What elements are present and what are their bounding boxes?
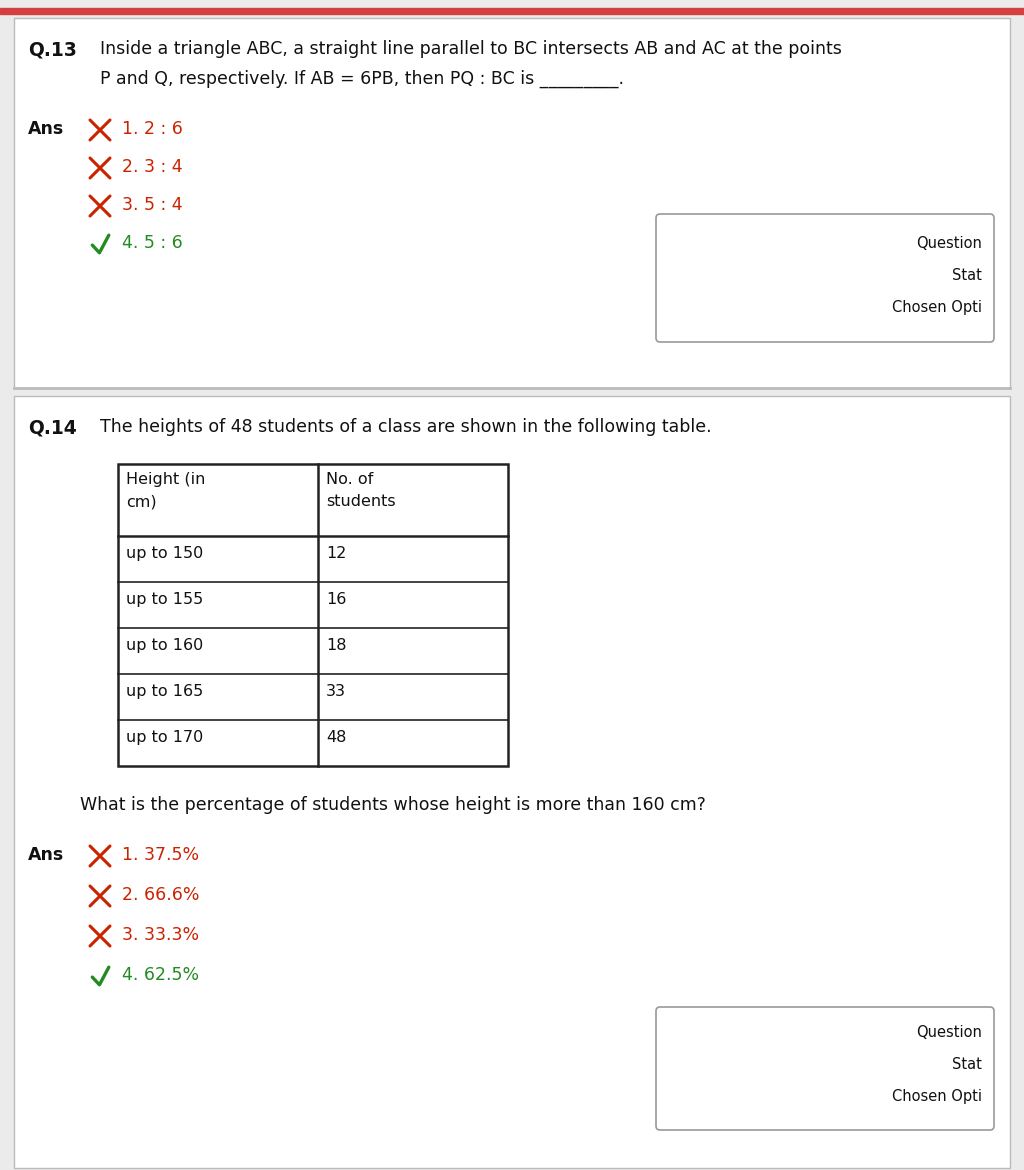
Text: Question: Question xyxy=(916,236,982,252)
Text: 48: 48 xyxy=(326,730,346,745)
Text: 33: 33 xyxy=(326,684,346,698)
Bar xyxy=(118,464,508,766)
Text: up to 170: up to 170 xyxy=(126,730,203,745)
FancyBboxPatch shape xyxy=(656,1007,994,1130)
Text: up to 165: up to 165 xyxy=(126,684,203,698)
Text: Chosen Opti: Chosen Opti xyxy=(892,1089,982,1104)
Text: Stat: Stat xyxy=(952,268,982,283)
Text: What is the percentage of students whose height is more than 160 cm?: What is the percentage of students whose… xyxy=(80,796,706,814)
Text: 1. 37.5%: 1. 37.5% xyxy=(122,846,199,863)
Text: up to 160: up to 160 xyxy=(126,638,203,653)
Text: Height (in
cm): Height (in cm) xyxy=(126,472,206,509)
Text: Ans: Ans xyxy=(28,121,65,138)
Text: 12: 12 xyxy=(326,546,346,560)
FancyBboxPatch shape xyxy=(656,214,994,342)
Text: 16: 16 xyxy=(326,592,346,607)
Text: 3. 5 : 4: 3. 5 : 4 xyxy=(122,197,182,214)
Text: Chosen Opti: Chosen Opti xyxy=(892,300,982,315)
Text: Q.14: Q.14 xyxy=(28,418,77,438)
Bar xyxy=(0,8,1024,14)
Text: 2. 3 : 4: 2. 3 : 4 xyxy=(122,158,182,176)
Text: up to 150: up to 150 xyxy=(126,546,203,560)
Text: 4. 62.5%: 4. 62.5% xyxy=(122,966,199,984)
Text: up to 155: up to 155 xyxy=(126,592,203,607)
Text: Q.13: Q.13 xyxy=(28,40,77,58)
Text: Ans: Ans xyxy=(28,846,65,863)
Text: Stat: Stat xyxy=(952,1057,982,1072)
Text: Question: Question xyxy=(916,1025,982,1040)
Bar xyxy=(14,18,1010,388)
Bar xyxy=(14,395,1010,1168)
Text: 18: 18 xyxy=(326,638,346,653)
Text: 1. 2 : 6: 1. 2 : 6 xyxy=(122,121,183,138)
Text: Inside a triangle ABC, a straight line parallel to BC intersects AB and AC at th: Inside a triangle ABC, a straight line p… xyxy=(100,40,842,58)
Text: P and Q, respectively. If AB = 6PB, then PQ : BC is _________.: P and Q, respectively. If AB = 6PB, then… xyxy=(100,70,624,88)
Text: 3. 33.3%: 3. 33.3% xyxy=(122,925,199,944)
Text: No. of
students: No. of students xyxy=(326,472,395,509)
Text: The heights of 48 students of a class are shown in the following table.: The heights of 48 students of a class ar… xyxy=(100,418,712,436)
Text: 4. 5 : 6: 4. 5 : 6 xyxy=(122,234,182,252)
Text: 2. 66.6%: 2. 66.6% xyxy=(122,886,200,904)
